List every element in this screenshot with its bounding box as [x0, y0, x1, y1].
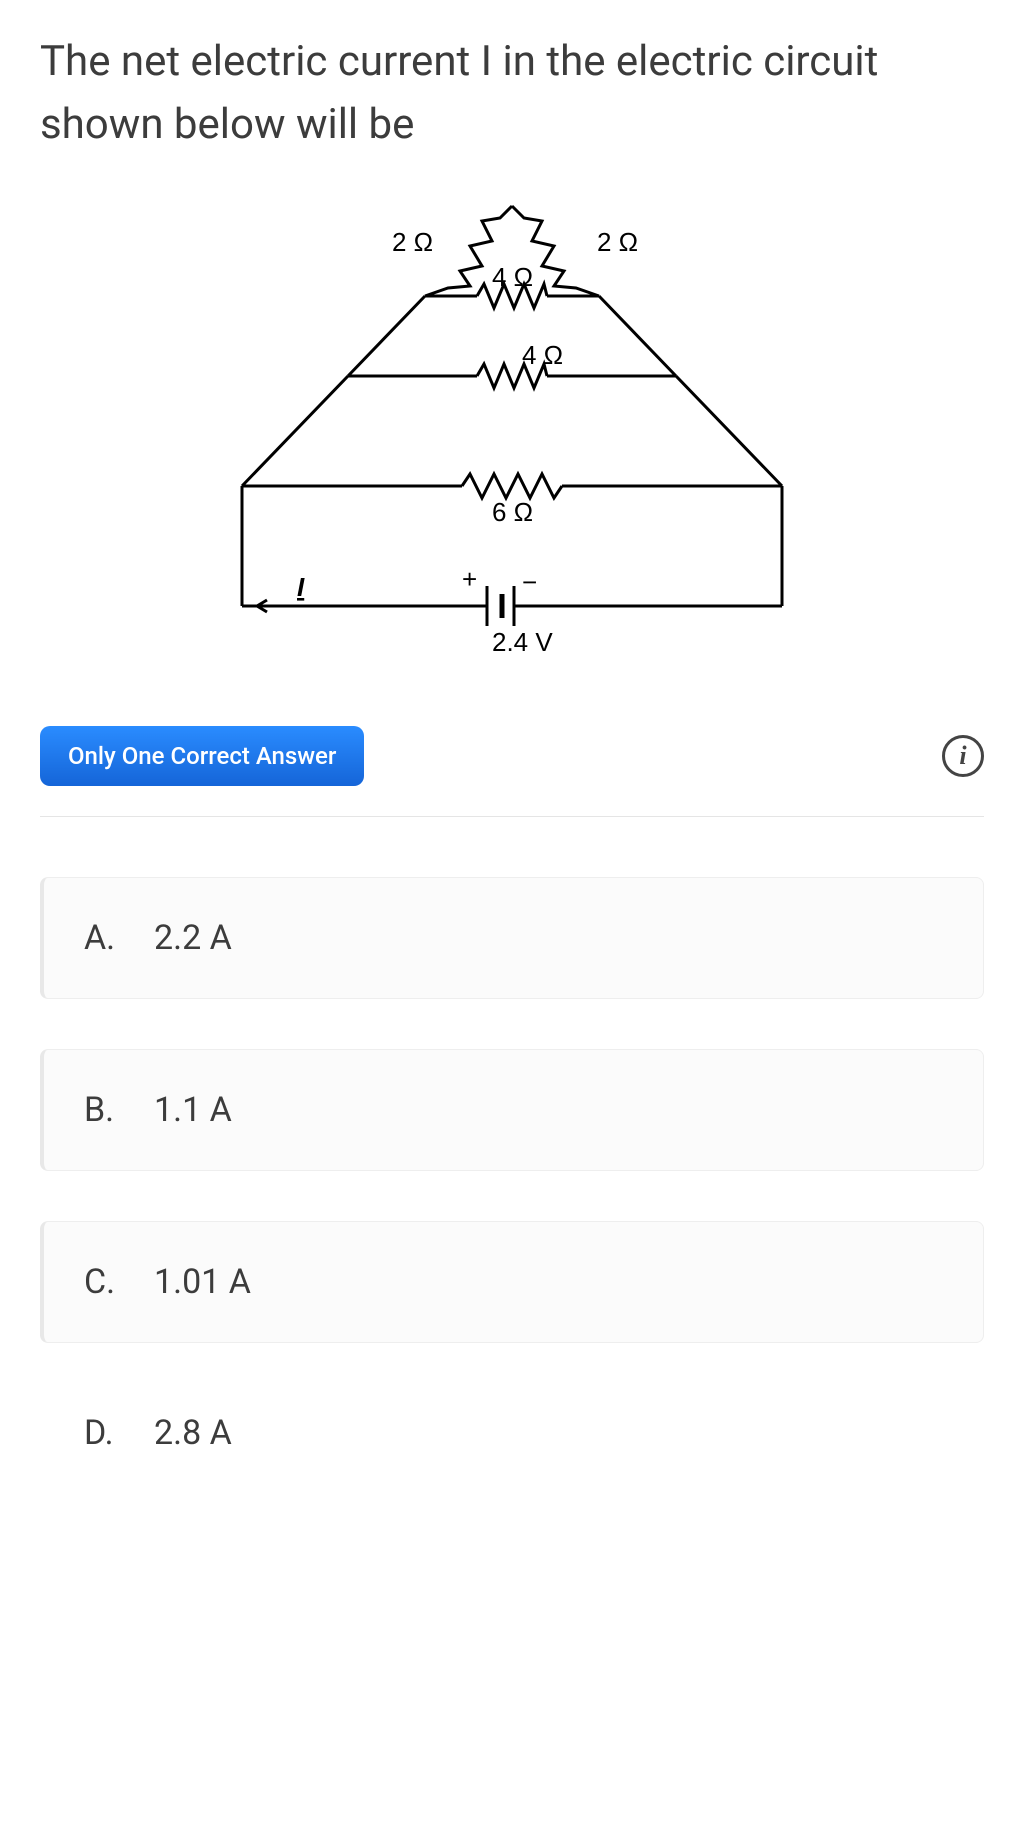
question-text: The net electric current I in the electr…	[40, 30, 984, 156]
label-mid2: 4 Ω	[522, 340, 563, 370]
option-text: 2.2 A	[154, 918, 232, 958]
option-letter: D.	[84, 1413, 154, 1453]
wire-left-1	[348, 296, 425, 376]
current-arrow	[257, 600, 272, 612]
option-text: 2.8 A	[154, 1413, 232, 1453]
label-mid1: 4 Ω	[492, 262, 533, 292]
battery-minus-sign: −	[522, 567, 537, 597]
divider	[40, 816, 984, 817]
option-text: 1.1 A	[154, 1090, 232, 1130]
circuit-diagram: 2 Ω 2 Ω 4 Ω 4 Ω 6 Ω	[40, 186, 984, 666]
resistor-bottom	[462, 474, 562, 498]
wire-right-2	[676, 376, 782, 486]
label-top-right: 2 Ω	[597, 227, 638, 257]
option-text: 1.01 A	[154, 1262, 251, 1302]
circuit-svg: 2 Ω 2 Ω 4 Ω 4 Ω 6 Ω	[202, 186, 822, 666]
option-b[interactable]: B. 1.1 A	[40, 1049, 984, 1171]
battery-plus-sign: +	[462, 564, 477, 594]
option-a[interactable]: A. 2.2 A	[40, 877, 984, 999]
answer-type-badge: Only One Correct Answer	[40, 726, 364, 786]
option-c[interactable]: C. 1.01 A	[40, 1221, 984, 1343]
option-letter: A.	[84, 918, 154, 958]
option-letter: C.	[84, 1262, 154, 1302]
wire-left-2	[242, 376, 348, 486]
info-icon[interactable]: i	[942, 735, 984, 777]
label-bottom: 6 Ω	[492, 497, 533, 527]
label-battery: 2.4 V	[492, 627, 553, 657]
option-letter: B.	[84, 1090, 154, 1130]
wire-right-1	[599, 296, 676, 376]
options-list: A. 2.2 A B. 1.1 A C. 1.01 A D. 2.8 A	[40, 877, 984, 1473]
current-label: I	[297, 572, 305, 602]
option-d[interactable]: D. 2.8 A	[40, 1393, 984, 1473]
label-top-left: 2 Ω	[392, 227, 433, 257]
